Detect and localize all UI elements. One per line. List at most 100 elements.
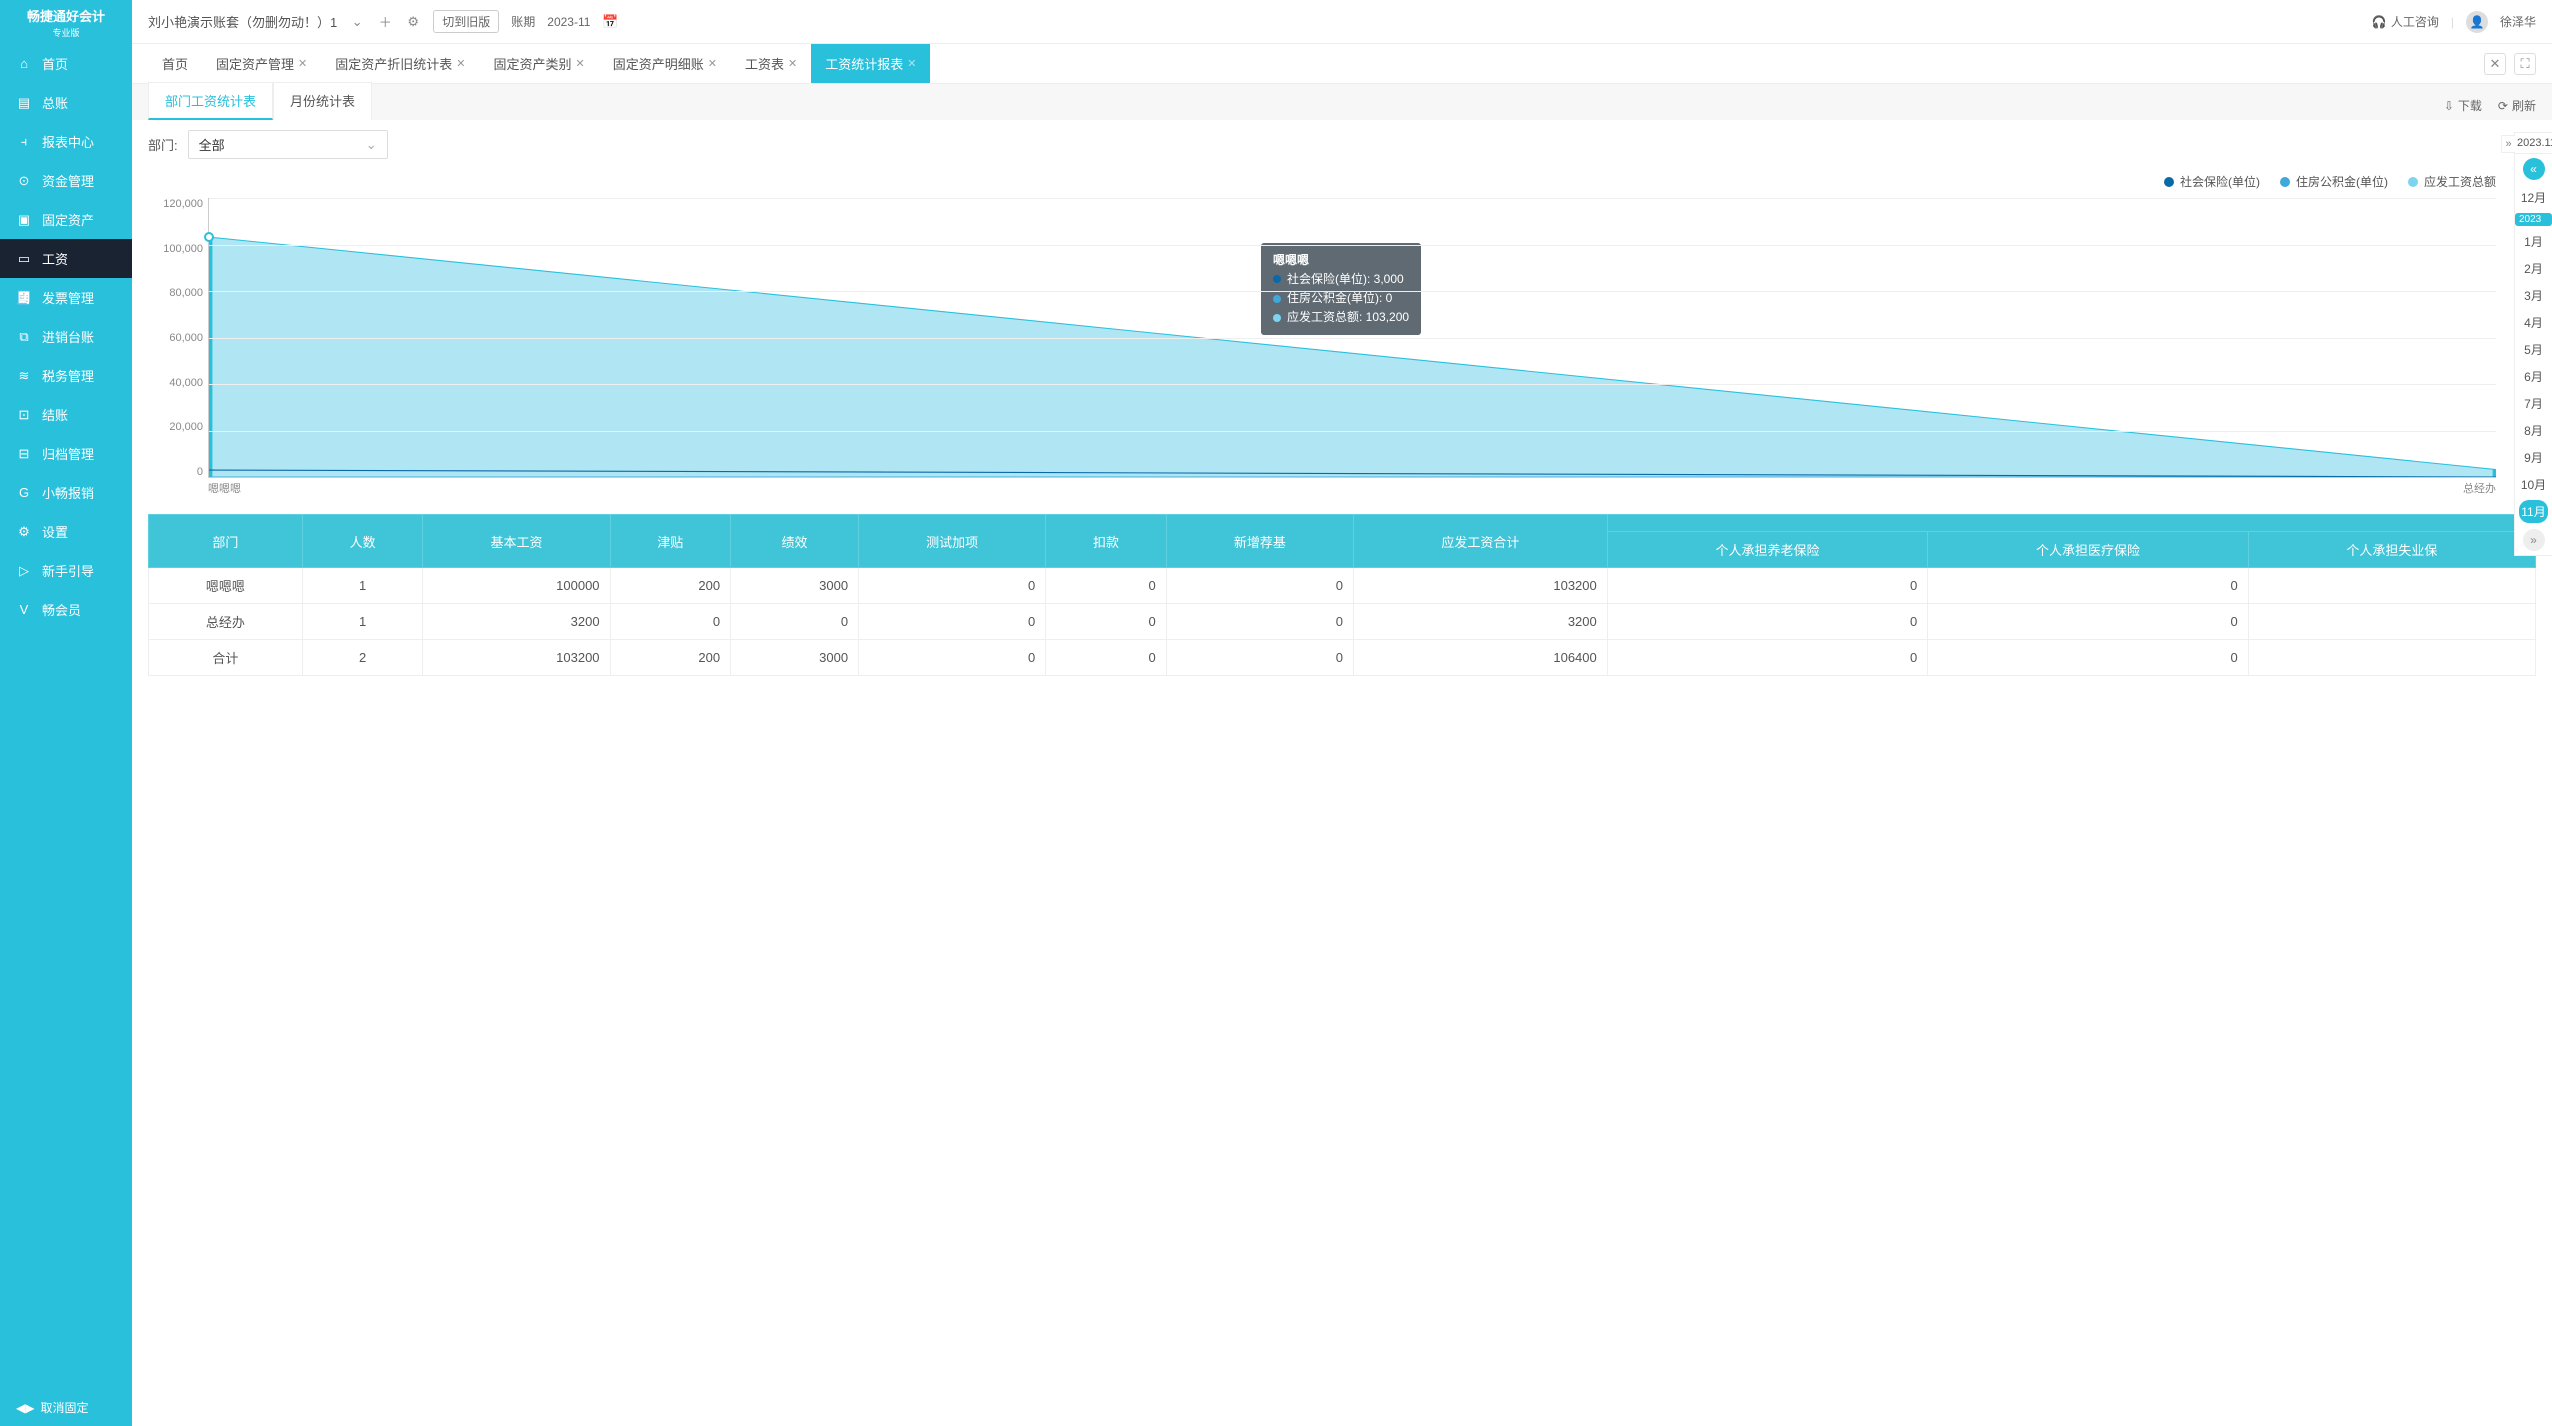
month-item[interactable]: 6月 — [2515, 363, 2552, 390]
sidebar-item-12[interactable]: ⚙设置 — [0, 512, 132, 551]
calendar-icon[interactable]: 📅 — [602, 14, 618, 30]
add-icon[interactable]: ＋ — [377, 14, 393, 30]
y-tick: 80,000 — [148, 287, 203, 299]
table-cell: 0 — [1046, 568, 1167, 604]
download-icon: ⇩ — [2444, 99, 2454, 113]
tab-close-icon[interactable]: ✕ — [788, 57, 797, 70]
legend-item[interactable]: 应发工资总额 — [2408, 173, 2496, 190]
sidebar-item-1[interactable]: ▤总账 — [0, 83, 132, 122]
month-item[interactable]: 9月 — [2515, 444, 2552, 471]
chart-tooltip: 嗯嗯嗯社会保险(单位): 3,000住房公积金(单位): 0应发工资总额: 10… — [1261, 243, 1421, 336]
table-cell: 1 — [302, 604, 423, 640]
month-item[interactable]: 11月 — [2519, 500, 2548, 523]
month-item[interactable]: 7月 — [2515, 390, 2552, 417]
dept-select[interactable]: 全部 ⌄ — [188, 130, 388, 159]
tab-close-icon[interactable]: ✕ — [708, 57, 717, 70]
sidebar-item-2[interactable]: ⫞报表中心 — [0, 122, 132, 161]
sidebar-item-11[interactable]: G小畅报销 — [0, 473, 132, 512]
col-header: 绩效 — [731, 515, 859, 568]
month-panel-toggle[interactable]: » — [2501, 135, 2515, 153]
col-header: 津贴 — [610, 515, 731, 568]
sidebar-unpin[interactable]: ◀▶ 取消固定 — [0, 1389, 132, 1426]
gear-icon[interactable]: ⚙ — [405, 14, 421, 30]
month-item[interactable]: 1月 — [2515, 228, 2552, 255]
month-panel-header: » 2023.11 — [2515, 133, 2552, 154]
download-button[interactable]: ⇩ 下载 — [2444, 97, 2482, 114]
subtab-0[interactable]: 部门工资统计表 — [148, 82, 273, 120]
table-container[interactable]: 部门人数基本工资津贴绩效测试加项扣款新增荐基应发工资合计个人承担养老保险个人承担… — [148, 514, 2536, 676]
sidebar-item-label: 畅会员 — [42, 600, 81, 619]
table-cell: 103200 — [423, 640, 610, 676]
legend-item[interactable]: 社会保险(单位) — [2164, 173, 2260, 190]
table-cell: 0 — [1046, 640, 1167, 676]
legend-dot-icon — [2280, 177, 2290, 187]
sidebar-item-8[interactable]: ≋税务管理 — [0, 356, 132, 395]
tab-0[interactable]: 首页 — [148, 44, 202, 83]
legend-item[interactable]: 住房公积金(单位) — [2280, 173, 2388, 190]
subtab-1[interactable]: 月份统计表 — [273, 82, 372, 120]
tab-close-icon[interactable]: ✕ — [907, 57, 916, 70]
sidebar-item-13[interactable]: ▷新手引导 — [0, 551, 132, 590]
month-item[interactable]: 4月 — [2515, 309, 2552, 336]
sidebar-item-6[interactable]: 🧾发票管理 — [0, 278, 132, 317]
table-cell: 0 — [1166, 640, 1353, 676]
month-item[interactable]: 8月 — [2515, 417, 2552, 444]
sidebar-item-label: 总账 — [42, 93, 68, 112]
sidebar-item-label: 固定资产 — [42, 210, 94, 229]
switch-old-button[interactable]: 切到旧版 — [433, 10, 499, 33]
month-item[interactable]: 2月 — [2515, 255, 2552, 282]
month-scroll-down[interactable]: » — [2523, 529, 2545, 551]
table-cell: 嗯嗯嗯 — [149, 568, 303, 604]
month-item[interactable]: 3月 — [2515, 282, 2552, 309]
sidebar-item-4[interactable]: ▣固定资产 — [0, 200, 132, 239]
tab-5[interactable]: 工资表✕ — [731, 44, 811, 83]
sidebar-item-14[interactable]: V畅会员 — [0, 590, 132, 629]
table-cell: 3200 — [423, 604, 610, 640]
chevron-down-icon: ⌄ — [366, 137, 377, 153]
chart-icon: ⫞ — [16, 134, 32, 150]
month-item[interactable]: 5月 — [2515, 336, 2552, 363]
main-area: 刘小艳演示账套（勿删勿动！）1 ⌄ ＋ ⚙ 切到旧版 账期 2023-11 📅 … — [132, 0, 2552, 1426]
table-cell: 200 — [610, 568, 731, 604]
sidebar-item-label: 归档管理 — [42, 444, 94, 463]
sidebar-item-9[interactable]: ⊡结账 — [0, 395, 132, 434]
chevron-down-icon[interactable]: ⌄ — [349, 14, 365, 30]
fund-icon: ⊙ — [16, 173, 32, 189]
tab-close-icon[interactable]: ✕ — [456, 57, 465, 70]
chart-container: 社会保险(单位)住房公积金(单位)应发工资总额 120,000100,00080… — [132, 169, 2552, 498]
home-icon: ⌂ — [16, 56, 32, 72]
month-item[interactable]: 10月 — [2515, 471, 2552, 498]
fullscreen-button[interactable]: ⛶ — [2514, 53, 2536, 75]
guide-icon: ▷ — [16, 563, 32, 579]
x-axis: 嗯嗯嗯总经办 — [208, 480, 2496, 498]
period-value[interactable]: 2023-11 — [547, 15, 590, 29]
tab-4[interactable]: 固定资产明细账✕ — [599, 44, 731, 83]
username[interactable]: 徐泽华 — [2500, 13, 2536, 30]
avatar-icon[interactable]: 👤 — [2466, 11, 2488, 33]
table-cell: 200 — [610, 640, 731, 676]
unpin-icon: ◀▶ — [16, 1401, 34, 1415]
sidebar-item-3[interactable]: ⊙资金管理 — [0, 161, 132, 200]
tab-2[interactable]: 固定资产折旧统计表✕ — [321, 44, 479, 83]
consult-link[interactable]: 🎧 人工咨询 — [2372, 13, 2439, 30]
sidebar-item-7[interactable]: ⧉进销台账 — [0, 317, 132, 356]
tab-1[interactable]: 固定资产管理✕ — [202, 44, 321, 83]
month-item[interactable]: 12月 — [2515, 184, 2552, 211]
month-scroll-up[interactable]: « — [2523, 158, 2545, 180]
refresh-button[interactable]: ⟳ 刷新 — [2498, 97, 2536, 114]
tab-3[interactable]: 固定资产类别✕ — [479, 44, 598, 83]
table-cell: 2 — [302, 640, 423, 676]
sidebar-item-0[interactable]: ⌂首页 — [0, 44, 132, 83]
refresh-icon: ⟳ — [2498, 99, 2508, 113]
tab-close-icon[interactable]: ✕ — [298, 57, 307, 70]
sidebar-item-10[interactable]: ⊟归档管理 — [0, 434, 132, 473]
tab-6[interactable]: 工资统计报表✕ — [811, 44, 930, 83]
sidebar-item-label: 设置 — [42, 522, 68, 541]
y-tick: 60,000 — [148, 332, 203, 344]
sidebar-item-5[interactable]: ▭工资 — [0, 239, 132, 278]
close-all-tabs-button[interactable]: ✕ — [2484, 53, 2506, 75]
col-header: 部门 — [149, 515, 303, 568]
account-selector[interactable]: 刘小艳演示账套（勿删勿动！）1 — [148, 12, 337, 31]
col-header: 扣款 — [1046, 515, 1167, 568]
tab-close-icon[interactable]: ✕ — [576, 57, 585, 70]
